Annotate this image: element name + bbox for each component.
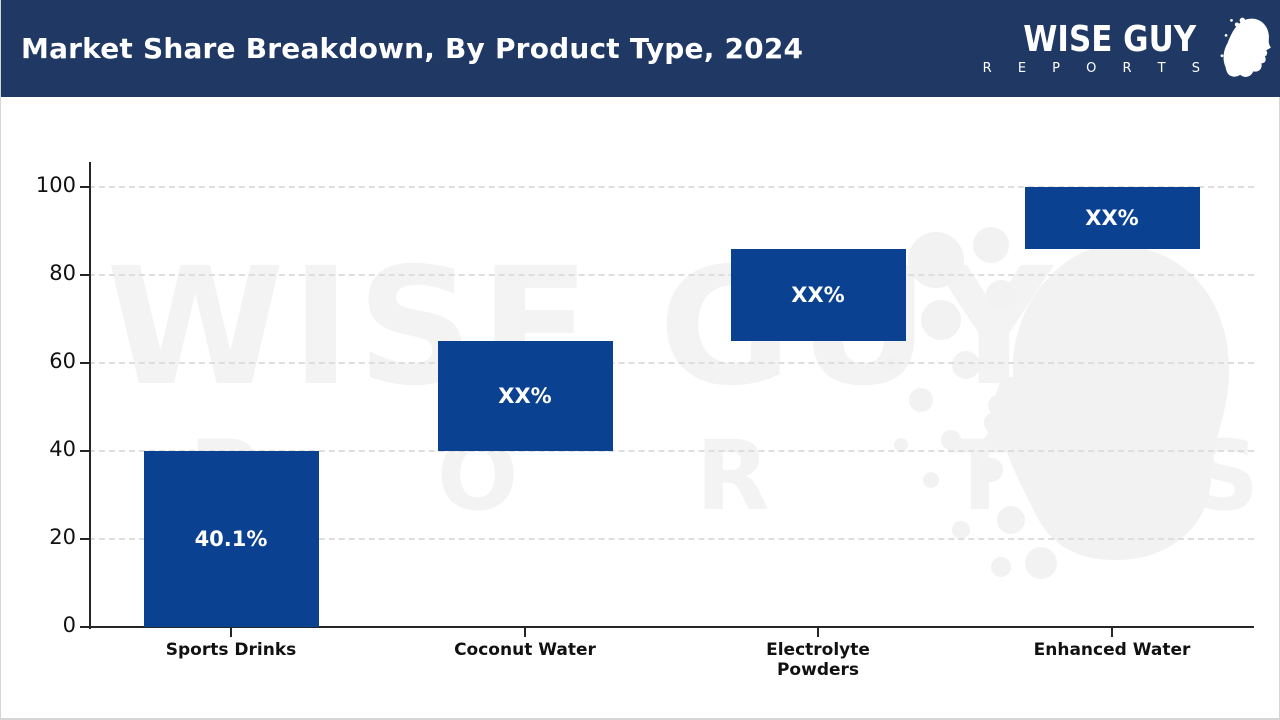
bar-value-label-coconut-water: XX% [498,383,552,408]
y-tick-60 [80,362,89,364]
x-category-label-coconut-water: Coconut Water [454,640,596,660]
y-tick-label-80: 80 [49,261,76,285]
chart-title: Market Share Breakdown, By Product Type,… [21,32,804,65]
y-tick-40 [80,450,89,452]
y-tick-100 [80,186,89,188]
header: Market Share Breakdown, By Product Type,… [1,0,1280,97]
x-category-label-electrolyte-powders: Electrolyte Powders [766,640,870,680]
y-tick-label-40: 40 [49,437,76,461]
bar-electrolyte-powders: XX% [730,248,906,341]
logo-wordmark: WISE GUY [1022,19,1196,60]
gridline-40 [89,450,1254,452]
gridline-20 [89,538,1254,540]
bar-value-label-enhanced-water: XX% [1085,205,1139,230]
logo-subtext: R E P O R T S [982,61,1211,76]
bar-coconut-water: XX% [437,340,613,451]
x-category-label-sports-drinks: Sports Drinks [165,640,297,660]
bar-value-label-electrolyte-powders: XX% [791,282,845,307]
y-tick-label-60: 60 [49,349,76,373]
y-tick-label-20: 20 [49,525,76,549]
bar-sports-drinks: 40.1% [143,450,319,627]
y-axis-line [89,162,91,629]
watermark-head-icon [883,223,1230,579]
gridline-80 [89,274,1254,276]
y-tick-0 [80,626,89,628]
logo-text: WISE GUY R E P O R T S [975,19,1211,77]
x-tick-enhanced-water [1111,628,1113,637]
gridline-60 [89,362,1254,364]
y-tick-80 [80,274,89,276]
wiseguy-logo: WISE GUY R E P O R T S [983,4,1275,94]
logo-head-icon [1220,17,1271,77]
x-axis-line [87,626,1254,628]
bar-enhanced-water: XX% [1024,187,1200,249]
x-tick-coconut-water [524,628,526,637]
y-tick-label-0: 0 [62,613,76,637]
y-tick-20 [80,538,89,540]
gridline-100 [89,186,1254,188]
x-tick-sports-drinks [230,628,232,637]
x-tick-electrolyte-powders [817,628,819,637]
bar-value-label-sports-drinks: 40.1% [194,526,268,551]
x-category-label-enhanced-water: Enhanced Water [1033,640,1191,660]
y-tick-label-100: 100 [35,173,76,197]
